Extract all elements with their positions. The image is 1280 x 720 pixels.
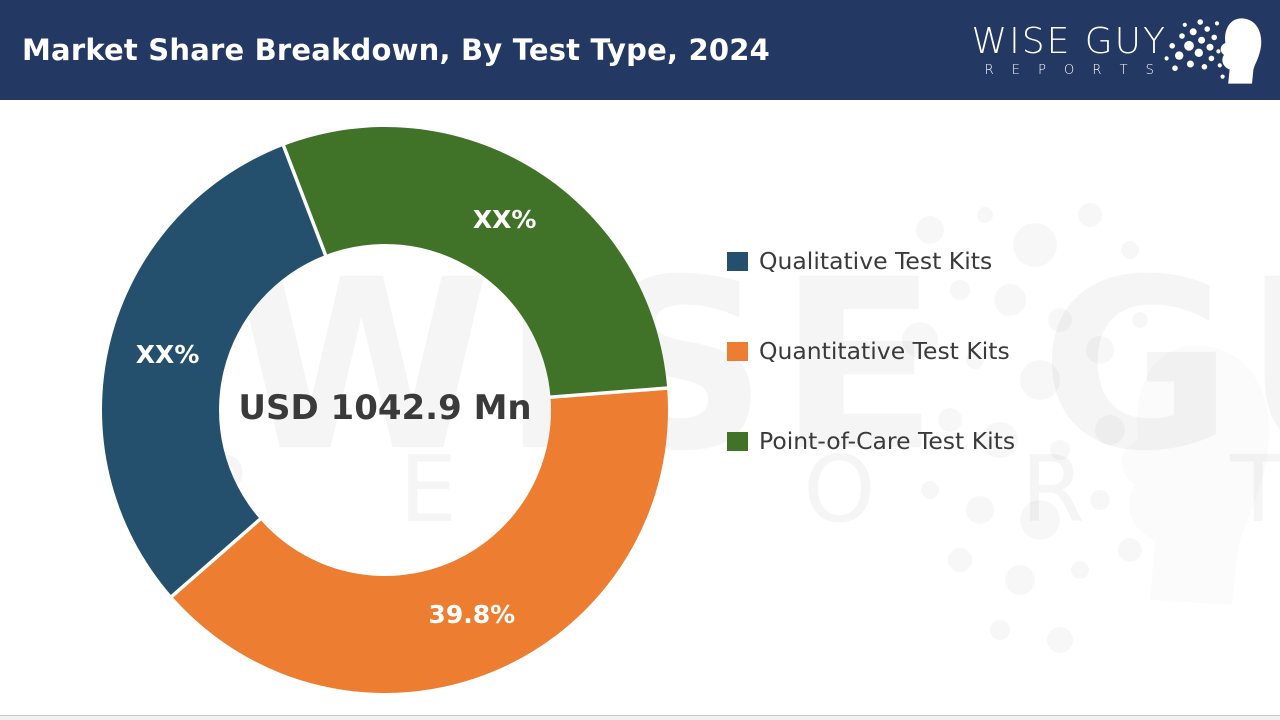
segment-quantitative-test-kits bbox=[171, 388, 668, 694]
header-bar: Market Share Breakdown, By Test Type, 20… bbox=[0, 0, 1280, 100]
wiseguy-logo: WISE GUY R E P O R T S bbox=[972, 6, 1267, 94]
segment-percent-label: XX% bbox=[472, 204, 537, 234]
watermark-text: WISE GUY bbox=[232, 249, 1280, 484]
segment-percent-label: 39.8% bbox=[428, 600, 516, 630]
segment-point-of-care-test-kits bbox=[283, 126, 668, 398]
legend-swatch-point-of-care bbox=[727, 431, 748, 451]
legend-swatch-quantitative bbox=[727, 341, 748, 361]
legend-label: Point-of-Care Test Kits bbox=[759, 427, 1016, 455]
segment-separator bbox=[170, 517, 262, 599]
chart-center-value: USD 1042.9 Mn bbox=[238, 388, 532, 428]
legend-item-point-of-care: Point-of-Care Test Kits bbox=[727, 427, 1015, 455]
footer-divider bbox=[0, 715, 1280, 720]
legend-item-qualitative: Qualitative Test Kits bbox=[727, 247, 1015, 275]
wiseguy-logo-text: WISE GUY R E P O R T S bbox=[971, 21, 1168, 79]
legend-item-quantitative: Quantitative Test Kits bbox=[727, 337, 1015, 365]
wiseguy-head-icon bbox=[1164, 18, 1262, 84]
watermark-reports-text: R E P O R T S bbox=[190, 444, 1280, 536]
segment-qualitative-test-kits bbox=[101, 145, 326, 597]
segment-separator bbox=[281, 144, 328, 257]
legend-label: Quantitative Test Kits bbox=[759, 337, 1010, 365]
logo-wordmark: WISE GUY bbox=[971, 21, 1167, 62]
legend-swatch-qualitative bbox=[727, 251, 748, 271]
chart-legend: Qualitative Test Kits Quantitative Test … bbox=[727, 247, 1015, 517]
page-title: Market Share Breakdown, By Test Type, 20… bbox=[22, 33, 771, 67]
legend-label: Qualitative Test Kits bbox=[759, 247, 993, 275]
segment-percent-label: XX% bbox=[135, 340, 200, 370]
logo-subtitle: R E P O R T S bbox=[984, 63, 1161, 78]
segment-separator bbox=[549, 386, 669, 399]
